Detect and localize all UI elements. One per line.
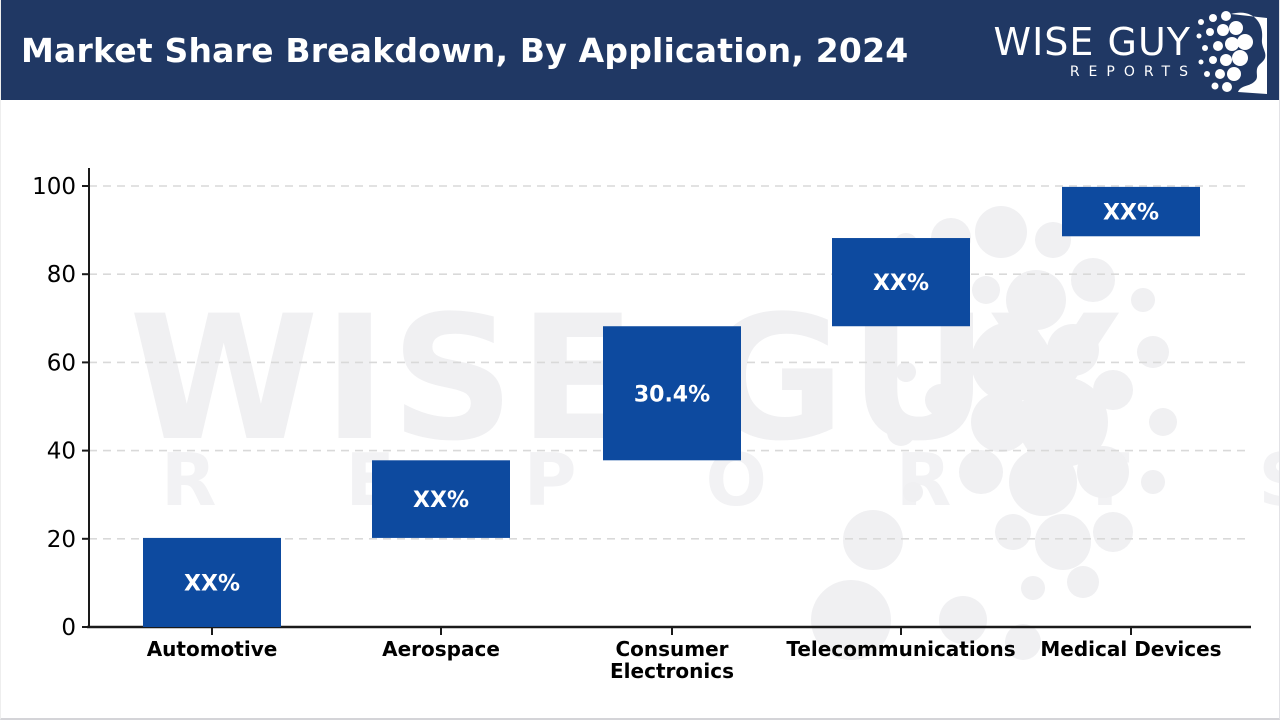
y-tick-label-60: 60 [47,350,76,376]
x-category-label-automotive: Automotive [147,637,278,661]
x-category-label-consumer-electronics: Consumer Electronics [610,637,734,683]
wise-guy-logo: WISE GUY REPORTS [994,8,1267,94]
bar-telecommunications [832,238,970,327]
bar-medical-devices [1062,186,1200,237]
dotted-head-icon [1196,11,1267,94]
y-tick-label-40: 40 [47,439,76,465]
x-category-label-telecommunications: Telecommunications [786,637,1015,661]
bar-consumer-electronics [603,326,741,461]
bar-value-label-automotive: XX% [184,571,240,596]
y-tick-label-0: 0 [61,615,76,641]
x-category-label-medical-devices: Medical Devices [1040,637,1221,661]
y-tick-label-20: 20 [47,527,76,553]
y-tick-label-80: 80 [47,262,76,288]
logo-wordmark: WISE GUY [993,20,1191,64]
bar-aerospace [372,460,510,538]
logo-subtitle: REPORTS [1069,64,1197,80]
bar-automotive [143,537,281,627]
bar-value-label-aerospace: XX% [413,488,469,513]
page-title: Market Share Breakdown, By Application, … [21,30,909,70]
bar-value-label-consumer-electronics: 30.4% [634,382,710,407]
x-category-label-aerospace: Aerospace [382,637,500,661]
watermark-head-icon [811,206,1177,660]
bar-value-label-telecommunications: XX% [873,271,929,296]
bar-value-label-medical-devices: XX% [1103,201,1159,226]
header-bar: Market Share Breakdown, By Application, … [1,0,1279,100]
y-tick-label-100: 100 [32,174,76,200]
logo-text: WISE GUY REPORTS [994,22,1191,80]
